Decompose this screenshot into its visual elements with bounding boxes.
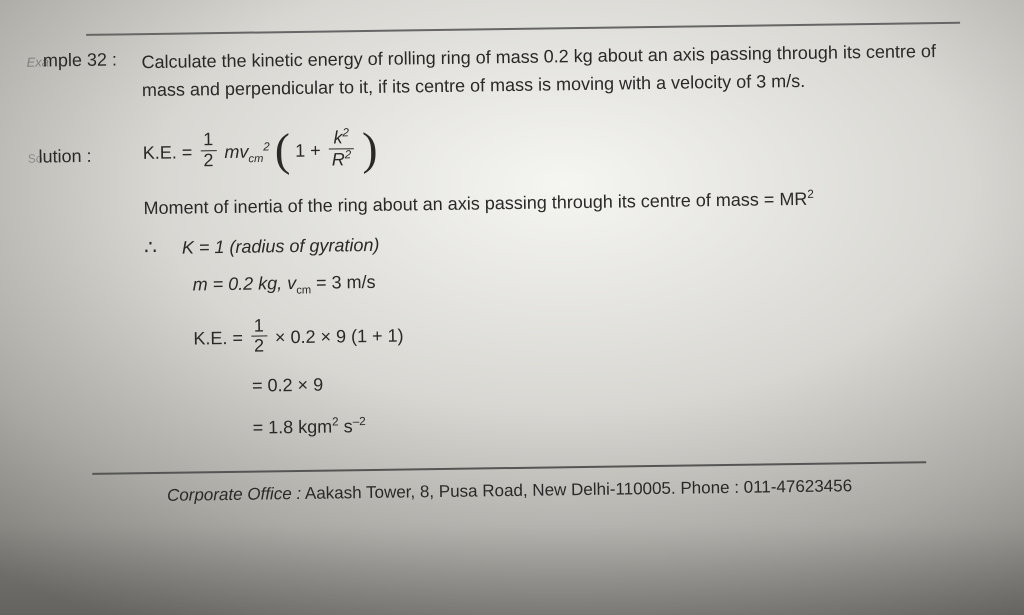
solution-label: Solution : [27, 111, 143, 168]
half-frac-2: 1 2 [251, 316, 268, 357]
ke-calc-line3: = 1.8 kgm2 s–2 [146, 405, 965, 444]
ke-calc-line1: K.E. = 1 2 × 0.2 × 9 (1 + 1) [145, 308, 964, 360]
therefore-symbol: ∴ [144, 237, 157, 259]
mv-term: mvcm2 [224, 141, 270, 162]
paren-right: ) [362, 126, 378, 172]
solution-label-text: lution : [38, 146, 91, 167]
example-text: Calculate the kinetic energy of rolling … [141, 38, 961, 105]
k-equals-one: K = 1 (radius of gyration) [182, 235, 380, 258]
solution-row: Solution : K.E. = 1 2 mvcm2 ( 1 + k2 R2 … [27, 99, 966, 451]
example-row: Example 32 : Calculate the kinetic energ… [26, 38, 961, 107]
example-label: Example 32 : [26, 49, 141, 72]
one-plus: 1 + [295, 140, 321, 160]
k2-num: k2 [328, 128, 354, 150]
half-num: 1 [200, 131, 216, 152]
footer-rest: Aakash Tower, 8, Pusa Road, New Delhi-11… [301, 476, 852, 503]
top-rule [86, 22, 960, 36]
example-number: mple 32 : [43, 49, 117, 70]
eq-sign: = [182, 142, 198, 162]
solution-content: K.E. = 1 2 mvcm2 ( 1 + k2 R2 ) Moment of… [142, 99, 966, 450]
page: Example 32 : Calculate the kinetic energ… [0, 0, 1024, 615]
ke-lhs: K.E. [143, 142, 177, 162]
k2r2-fraction: k2 R2 [328, 128, 354, 171]
moment-line: Moment of inertia of the ring about an a… [143, 183, 962, 222]
footer: Corporate Office : Aakash Tower, 8, Pusa… [92, 461, 926, 507]
label-prefix-faded: Exa [26, 54, 49, 69]
ke-formula: K.E. = 1 2 mvcm2 ( 1 + k2 R2 ) [142, 119, 962, 176]
ke-calc-lhs: K.E. [193, 328, 227, 348]
half-fraction: 1 2 [200, 131, 217, 172]
mv-values: m = 0.2 kg, vcm = 3 m/s [144, 260, 963, 301]
footer-corp: Corporate Office : [167, 484, 301, 505]
paren-left: ( [274, 127, 290, 173]
half-den: 2 [200, 151, 216, 171]
ke-calc-line2: = 0.2 × 9 [146, 363, 965, 402]
therefore-line: ∴ K = 1 (radius of gyration) [144, 221, 963, 263]
r2-den: R2 [329, 149, 355, 170]
